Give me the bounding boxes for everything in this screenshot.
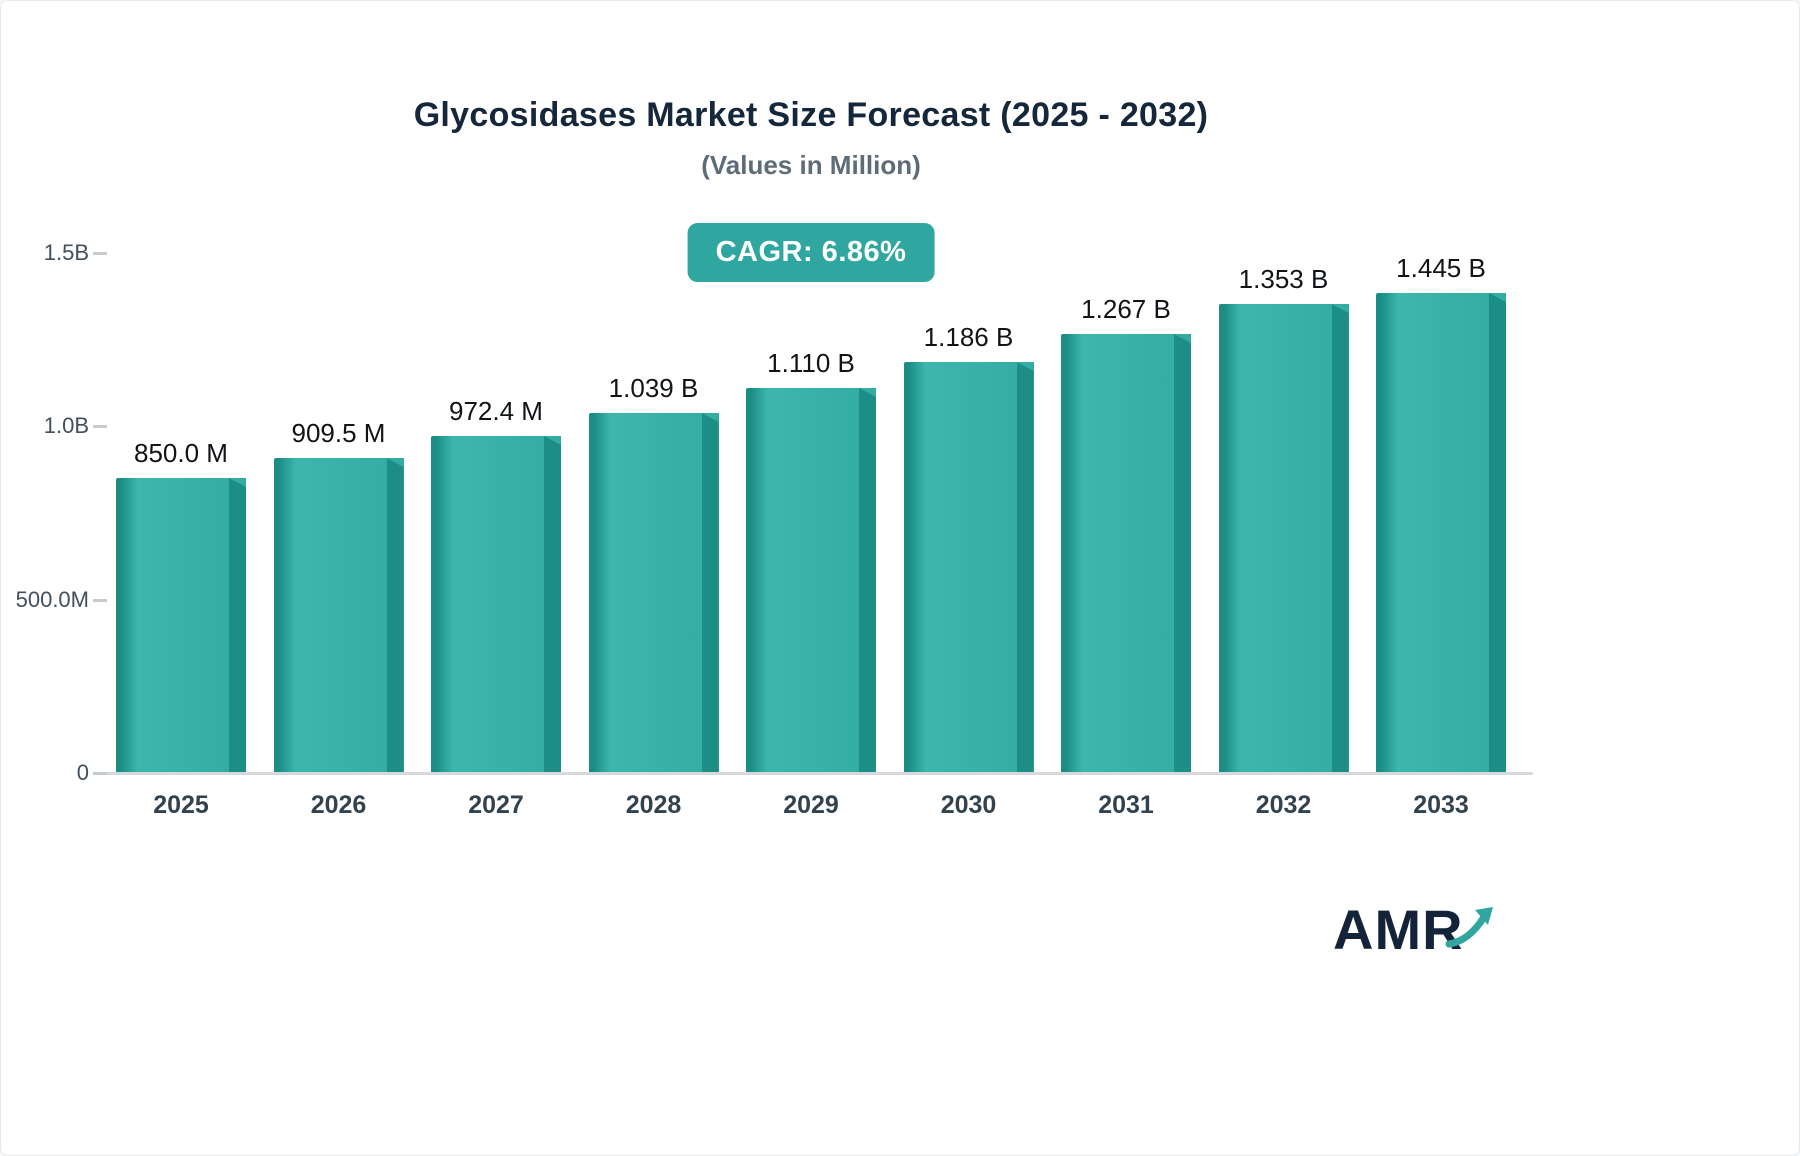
amr-logo: AMR [1333,897,1496,962]
bar-chart: 850.0 M 909.5 M 972.4 M 1.039 B 1.110 B 1.186… [16,240,1561,819]
x-axis-label: 2028 [625,791,682,819]
bar-side-face [229,478,246,773]
bar-value-label: 850.0 M [134,438,228,468]
bar-group: 1.039 B [588,253,719,773]
bar-side-face [1489,293,1506,773]
y-tick-label: 0 [76,760,89,785]
bar [1376,293,1506,773]
y-tick-label: 500.0M [15,586,89,612]
y-tick-mark [93,252,107,255]
bar-side-face [1174,334,1191,773]
bar [1218,304,1349,773]
bar [1061,334,1191,773]
bar-value-label: 909.5 M [291,418,386,448]
bar [746,388,876,773]
y-tick-label: 1.0B [43,413,89,439]
bar-side-face [701,413,719,773]
bar-value-label: 1.445 B [1396,253,1486,283]
bar-side-face [1331,304,1349,773]
y-tick-mark [93,772,107,775]
y-tick-mark [93,425,107,429]
bar-value-label: 1.353 B [1238,264,1329,294]
bar [273,458,404,773]
bar-value-label: 972.4 M [449,396,543,426]
bar [903,362,1034,773]
bar-side-face [386,458,404,773]
bar-value-label: 1.039 B [608,373,699,403]
bar-group: 1.353 B [1218,253,1349,773]
chart-title: Glycosidases Market Size Forecast (2025 … [413,96,1209,134]
x-axis-label: 2032 [1255,791,1312,819]
y-tick-mark [93,598,107,602]
bar-value-label: 1.186 B [923,322,1014,352]
x-axis-label: 2030 [940,791,997,819]
x-axis-line [96,772,1533,775]
bar-side-face [1016,362,1034,773]
y-tick-label: 1.5B [43,240,89,265]
bar-value-label: 1.267 B [1081,294,1171,324]
bar [431,436,561,773]
bars-row: 850.0 M 909.5 M 972.4 M 1.039 B 1.110 B 1.186… [116,253,1506,773]
chart-subtitle: (Values in Million) [701,150,921,180]
bar-side-face [859,388,876,773]
bar-value-label: 1.110 B [767,348,855,378]
bar-group: 972.4 M [431,253,561,773]
bar-group: 1.110 B [746,253,876,773]
x-axis-label: 2031 [1098,791,1154,819]
x-axis-label: 2033 [1413,791,1469,819]
bar-group: 850.0 M [116,253,246,773]
x-axis-label: 2029 [783,791,839,819]
bar-side-face [544,436,561,773]
x-axis-label: 2027 [468,791,524,819]
cagr-badge: CAGR: 6.86% [687,223,935,282]
bar [588,413,719,773]
amr-logo-arrow-icon [1445,906,1493,947]
bar-group: 1.445 B [1376,253,1506,773]
x-axis-label: 2025 [153,791,209,819]
bar-group: 1.186 B [903,253,1034,773]
amr-logo-text: AMR [1333,898,1464,961]
bar-group: 1.267 B [1061,253,1191,773]
bar-group: 909.5 M [273,253,404,773]
bar [116,478,246,773]
x-axis-labels: 2025 2026 2027 2028 2029 2030 2031 2032 2033 [116,791,1506,820]
x-axis-label: 2026 [310,791,367,819]
